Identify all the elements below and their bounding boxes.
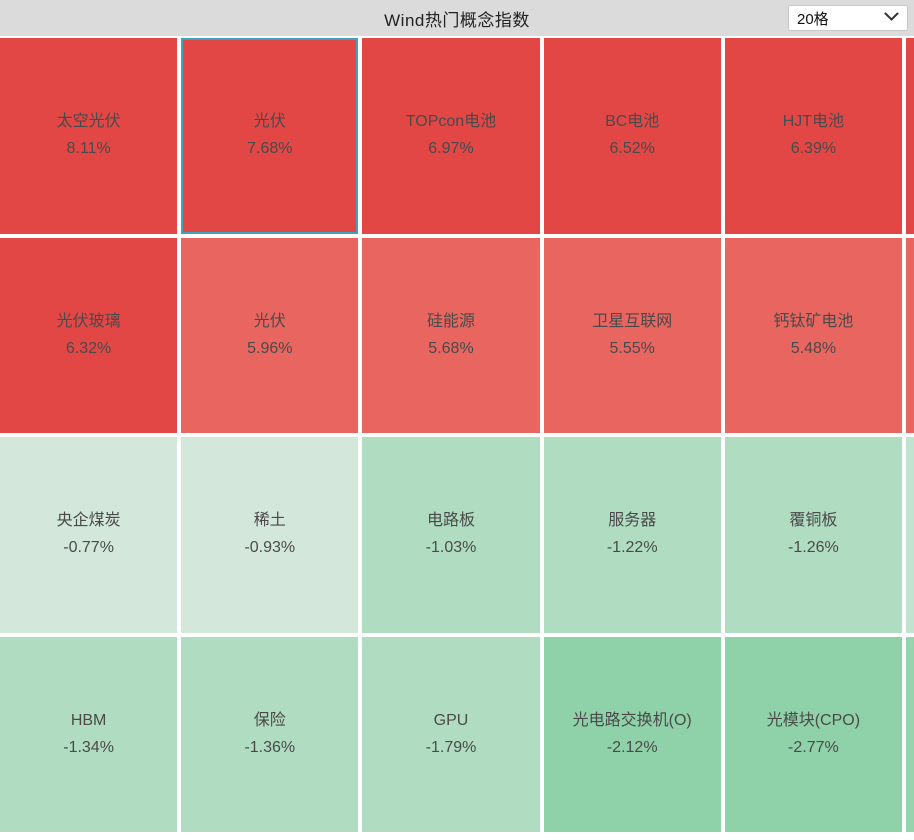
heatmap-cell[interactable]: 太空光伏 8.11% — [0, 38, 178, 234]
grid-size-select[interactable]: 20格 — [788, 5, 908, 31]
cell-label: 稀土 — [253, 512, 286, 530]
heatmap-cell-partial[interactable] — [905, 237, 914, 433]
chevron-down-icon — [884, 9, 899, 27]
cell-percent: -1.03% — [425, 539, 477, 557]
cell-label: 光伏玻璃 — [56, 312, 121, 330]
heatmap-grid: 太空光伏 8.11% 光伏 7.68% TOPcon电池 6.97% BC电池 6.52% HJ… — [0, 38, 914, 832]
heatmap-cell[interactable]: BC电池 6.52% — [543, 38, 721, 234]
heatmap-cell[interactable]: HBM -1.34% — [0, 636, 178, 832]
cell-label: TOPcon电池 — [405, 113, 497, 131]
cell-label: 央企煤炭 — [56, 512, 121, 530]
cell-label: GPU — [433, 711, 469, 729]
cell-percent: 6.97% — [428, 140, 474, 158]
cell-percent: -0.77% — [63, 539, 114, 557]
cell-label: HJT电池 — [782, 113, 845, 131]
cell-percent: -1.36% — [244, 738, 296, 756]
heatmap-cell[interactable]: 电路板 -1.03% — [362, 437, 540, 633]
cell-label: 覆铜板 — [789, 512, 838, 530]
heatmap-cell[interactable]: GPU -1.79% — [362, 636, 540, 832]
cell-label: 光伏 — [253, 113, 286, 131]
cell-percent: -1.26% — [788, 539, 839, 557]
heatmap-cell[interactable]: TOPcon电池 6.97% — [362, 38, 540, 234]
cell-label: 卫星互联网 — [592, 312, 673, 330]
cell-label: 钙钛矿电池 — [773, 312, 854, 330]
heatmap-cell[interactable]: 服务器 -1.22% — [543, 437, 721, 633]
heatmap-cell[interactable]: 覆铜板 -1.26% — [724, 437, 902, 633]
grid-size-value: 20格 — [797, 10, 829, 28]
heatmap-cell-partial[interactable] — [905, 437, 914, 633]
cell-percent: 6.32% — [65, 339, 112, 357]
cell-label: 电路板 — [426, 512, 475, 530]
cell-percent: 7.68% — [247, 140, 293, 158]
heatmap-cell[interactable]: 央企煤炭 -0.77% — [0, 437, 178, 633]
heatmap-cell[interactable]: 保险 -1.36% — [181, 636, 359, 832]
cell-percent: 6.52% — [609, 140, 655, 158]
cell-percent: -2.77% — [788, 738, 839, 756]
cell-label: 光伏 — [253, 312, 286, 330]
heatmap-cell[interactable]: 硅能源 5.68% — [362, 237, 540, 433]
page-title: Wind热门概念指数 — [384, 10, 530, 30]
cell-label: 硅能源 — [426, 312, 475, 330]
cell-label: 光模块(CPO) — [766, 711, 861, 729]
cell-percent: -1.34% — [63, 738, 114, 756]
heatmap-cell-partial[interactable] — [905, 38, 914, 234]
heatmap-cell[interactable]: 光伏 7.68% — [181, 38, 359, 234]
cell-percent: 5.68% — [428, 339, 474, 357]
cell-percent: -0.93% — [244, 539, 296, 557]
cell-percent: -1.79% — [425, 738, 477, 756]
cell-label: 服务器 — [608, 512, 657, 530]
cell-percent: 5.55% — [609, 339, 655, 357]
cell-percent: -2.12% — [606, 738, 658, 756]
cell-percent: -1.22% — [606, 539, 658, 557]
heatmap-cell-partial[interactable] — [905, 636, 914, 832]
cell-label: 保险 — [253, 711, 286, 729]
heatmap-cell[interactable]: 卫星互联网 5.55% — [543, 237, 721, 433]
heatmap-cell[interactable]: 钙钛矿电池 5.48% — [724, 237, 902, 433]
cell-percent: 6.39% — [790, 140, 837, 158]
cell-percent: 8.11% — [66, 140, 111, 158]
cell-label: 光电路交换机(O) — [572, 711, 692, 729]
heatmap-cell[interactable]: 光模块(CPO) -2.77% — [724, 636, 902, 832]
heatmap-cell[interactable]: 稀土 -0.93% — [181, 437, 359, 633]
heatmap-cell[interactable]: 光电路交换机(O) -2.12% — [543, 636, 721, 832]
panel-header: Wind热门概念指数 20格 — [0, 0, 914, 36]
cell-label: BC电池 — [605, 113, 660, 131]
heatmap-cell[interactable]: 光伏 5.96% — [181, 237, 359, 433]
cell-label: HBM — [70, 711, 107, 729]
heatmap-cell[interactable]: 光伏玻璃 6.32% — [0, 237, 178, 433]
heatmap-cell[interactable]: HJT电池 6.39% — [724, 38, 902, 234]
cell-label: 太空光伏 — [56, 113, 121, 131]
cell-percent: 5.96% — [247, 339, 293, 357]
cell-percent: 5.48% — [790, 339, 837, 357]
